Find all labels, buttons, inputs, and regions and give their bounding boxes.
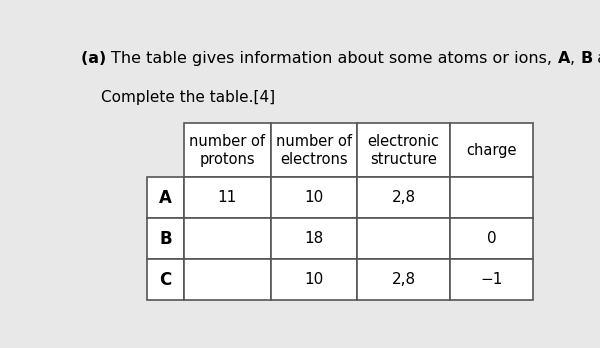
Bar (184, 260, 271, 300)
Text: number of
protons: number of protons (189, 134, 265, 167)
Bar (450, 260, 533, 300)
Bar (271, 124, 358, 177)
Text: B: B (159, 230, 172, 248)
Text: Complete the table.[4]: Complete the table.[4] (101, 90, 275, 105)
Text: electronic
structure: electronic structure (368, 134, 440, 167)
Bar (147, 219, 184, 260)
Bar (184, 124, 271, 177)
Bar (450, 177, 533, 219)
Text: 10: 10 (304, 272, 323, 287)
Bar (271, 177, 358, 219)
Text: 2,8: 2,8 (392, 190, 416, 205)
Text: ,: , (570, 51, 580, 66)
Text: 18: 18 (304, 231, 323, 246)
Bar (450, 124, 533, 177)
Bar (358, 124, 450, 177)
Bar (184, 177, 271, 219)
Text: A: A (159, 189, 172, 207)
Text: number of
electrons: number of electrons (276, 134, 352, 167)
Text: 10: 10 (304, 190, 323, 205)
Bar (450, 219, 533, 260)
Bar (358, 219, 450, 260)
Bar (358, 177, 450, 219)
Text: A: A (557, 51, 570, 66)
Text: (a): (a) (80, 51, 112, 66)
Text: 0: 0 (487, 231, 496, 246)
Text: −1: −1 (481, 272, 503, 287)
Bar (184, 219, 271, 260)
Text: 2,8: 2,8 (392, 272, 416, 287)
Text: 11: 11 (218, 190, 237, 205)
Bar (271, 219, 358, 260)
Text: and: and (592, 51, 600, 66)
Text: C: C (159, 271, 172, 289)
Text: B: B (580, 51, 592, 66)
Bar (271, 260, 358, 300)
Text: The table gives information about some atoms or ions,: The table gives information about some a… (112, 51, 557, 66)
Bar (147, 177, 184, 219)
Bar (147, 260, 184, 300)
Text: charge: charge (466, 143, 517, 158)
Bar (358, 260, 450, 300)
